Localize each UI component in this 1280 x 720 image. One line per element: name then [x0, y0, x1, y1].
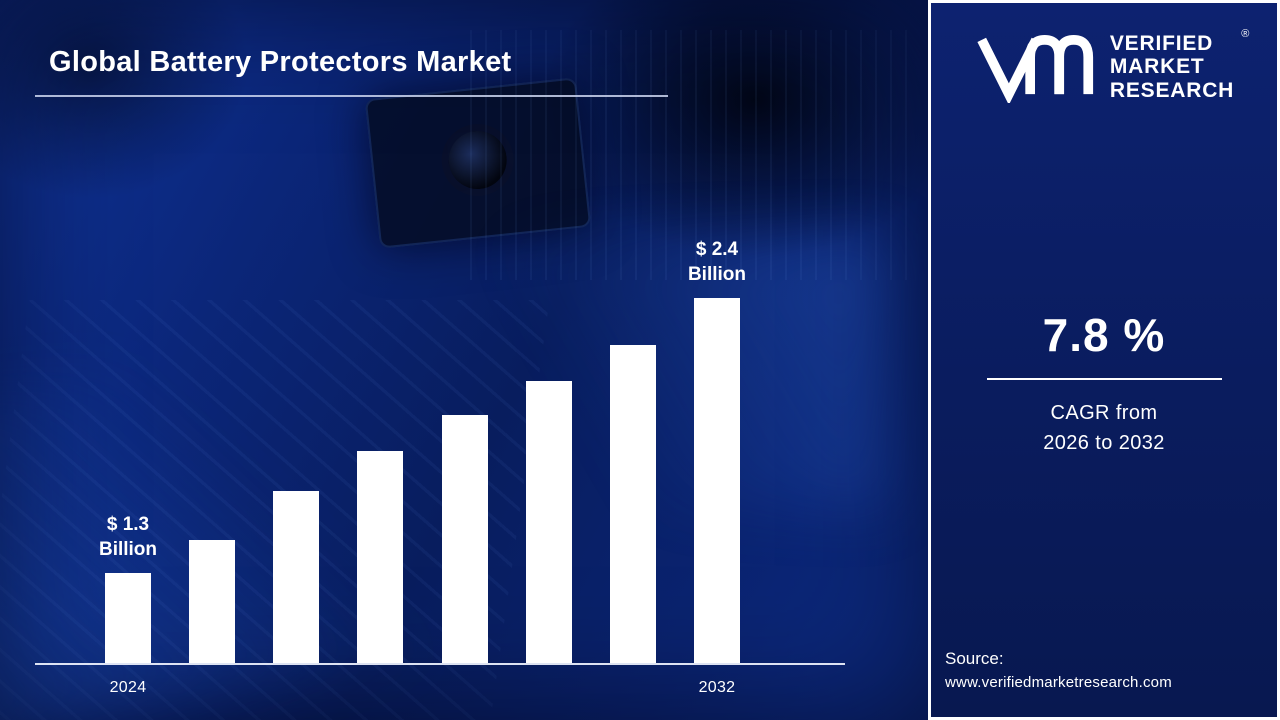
- bar-column: $ 1.3 Billion 2024: [99, 233, 157, 696]
- x-axis-tick-label: 2032: [698, 679, 736, 696]
- registered-trademark-icon: ®: [1241, 27, 1251, 40]
- bar-column: [189, 233, 236, 663]
- logo-line-verified: VERIFIED: [1109, 31, 1214, 55]
- pcb-decoration: [540, 0, 928, 260]
- cagr-value: 7.8 %: [1042, 309, 1166, 361]
- bar-value-label: $ 1.3 Billion: [98, 513, 158, 561]
- source-block: Source: www.verifiedmarketresearch.com: [945, 649, 1172, 691]
- pcb-lens-decoration: [438, 120, 518, 200]
- pcb-chip-decoration: [364, 77, 592, 249]
- logo-line-research: RESEARCH: [1109, 78, 1235, 102]
- cagr-caption-line1: CAGR from: [1050, 402, 1158, 424]
- bar-value-label: $ 2.4 Billion: [687, 238, 747, 286]
- cagr-caption-line2: 2026 to 2032: [1043, 432, 1165, 454]
- bar: [693, 298, 740, 663]
- bar-column: $ 2.4 Billion 2032: [688, 233, 746, 696]
- bar: [609, 345, 656, 663]
- bar-column: [525, 233, 572, 663]
- bar-column: [609, 233, 656, 663]
- chart-section: Global Battery Protectors Market $ 1.3 Bi…: [0, 0, 928, 720]
- pcb-decoration: [0, 0, 250, 200]
- bar-column: [273, 233, 320, 663]
- bar: [273, 491, 320, 663]
- bar: [441, 415, 488, 663]
- bar: [105, 573, 151, 663]
- brand-panel: VERIFIED MARKET RESEARCH ® 7.8 % CAGR fr…: [928, 0, 1280, 720]
- bar: [189, 540, 236, 663]
- bar-chart: $ 1.3 Billion 2024 $ 2.4 Billion 2032: [35, 233, 845, 696]
- bar-chart-bars: $ 1.3 Billion 2024 $ 2.4 Billion 2032: [99, 233, 746, 696]
- source-label: Source:: [945, 649, 1004, 668]
- cagr-caption: CAGR from 2026 to 2032: [931, 398, 1277, 458]
- title-underline: [35, 95, 668, 97]
- vmr-logo: VERIFIED MARKET RESEARCH ®: [931, 28, 1277, 103]
- logo-line-market: MARKET: [1109, 55, 1205, 79]
- bar-column: [357, 233, 404, 663]
- bar: [357, 451, 404, 663]
- bar: [525, 381, 572, 663]
- cagr-underline: [986, 378, 1222, 380]
- vmr-monogram-icon: [977, 35, 1093, 103]
- x-axis-tick-label: 2024: [109, 679, 147, 696]
- cagr-block: 7.8 % CAGR from 2026 to 2032: [931, 308, 1277, 458]
- logo-wordmark: VERIFIED MARKET RESEARCH ®: [1109, 28, 1249, 103]
- source-url: www.verifiedmarketresearch.com: [945, 674, 1172, 691]
- page-title: Global Battery Protectors Market: [49, 46, 512, 78]
- bar-column: [441, 233, 488, 663]
